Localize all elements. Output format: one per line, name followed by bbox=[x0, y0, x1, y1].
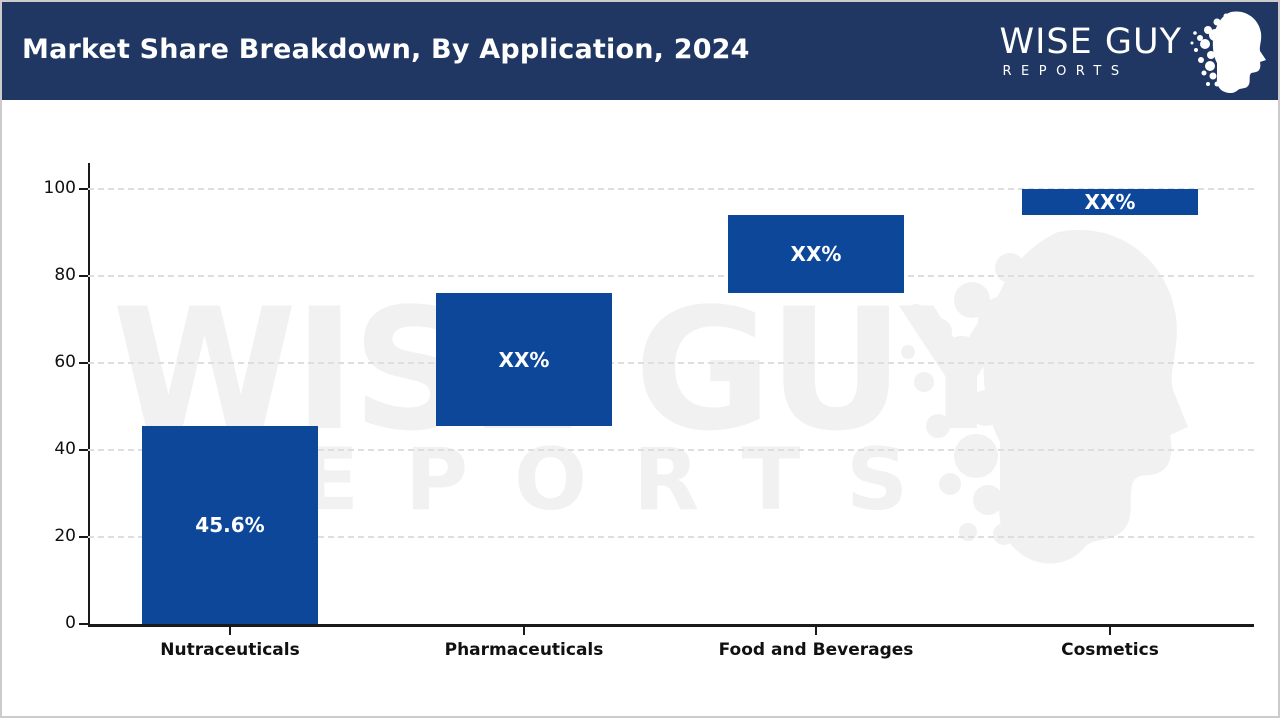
bar-value-label: 45.6% bbox=[195, 512, 265, 537]
bar-value-label: XX% bbox=[790, 242, 842, 267]
y-tick-label: 100 bbox=[43, 178, 76, 198]
header-banner: Market Share Breakdown, By Application, … bbox=[0, 0, 1280, 100]
x-axis-label: Food and Beverages bbox=[718, 640, 914, 660]
bar-nutraceuticals: 45.6% bbox=[142, 425, 318, 624]
x-axis-line bbox=[88, 624, 1254, 627]
bar-value-label: XX% bbox=[1084, 190, 1136, 215]
y-tick-mark bbox=[79, 275, 88, 277]
y-tick-mark bbox=[79, 623, 88, 625]
y-tick-mark bbox=[79, 536, 88, 538]
y-tick-mark bbox=[79, 449, 88, 451]
x-axis-label: Nutraceuticals bbox=[160, 640, 300, 660]
brand-logo-text: WISE GUY REPORTS bbox=[999, 23, 1182, 79]
gridline-60 bbox=[88, 362, 1254, 364]
brand-subname: REPORTS bbox=[1002, 64, 1129, 79]
bar-cosmetics: XX% bbox=[1022, 189, 1198, 216]
y-tick-mark bbox=[79, 188, 88, 190]
y-axis-line bbox=[88, 163, 90, 627]
x-axis-label: Pharmaceuticals bbox=[444, 640, 604, 660]
y-tick-label: 60 bbox=[54, 352, 76, 372]
x-tick-mark bbox=[1109, 627, 1111, 635]
bar-food-and-beverages: XX% bbox=[728, 215, 904, 294]
logo-head-icon bbox=[1190, 11, 1266, 94]
waterfall-chart: 0 20 40 60 80 100 45.6% Nutraceuticals XX% Pharma… bbox=[0, 100, 1280, 720]
gridline-80 bbox=[88, 275, 1254, 277]
brand-logo: WISE GUY REPORTS bbox=[999, 8, 1268, 94]
bar-pharmaceuticals: XX% bbox=[436, 293, 612, 426]
x-axis-label: Cosmetics bbox=[1061, 640, 1159, 660]
gridline-20 bbox=[88, 536, 1254, 538]
page-title: Market Share Breakdown, By Application, … bbox=[22, 34, 750, 65]
y-tick-label: 0 bbox=[65, 613, 76, 633]
watermark-head-icon bbox=[901, 229, 1188, 564]
gridline-40 bbox=[88, 449, 1254, 451]
y-tick-label: 80 bbox=[54, 265, 76, 285]
x-tick-mark bbox=[815, 627, 817, 635]
y-tick-mark bbox=[79, 362, 88, 364]
brand-name: WISE GUY bbox=[999, 22, 1182, 62]
bar-value-label: XX% bbox=[498, 347, 550, 372]
x-tick-mark bbox=[229, 627, 231, 635]
y-tick-label: 40 bbox=[54, 439, 76, 459]
x-tick-mark bbox=[523, 627, 525, 635]
y-tick-label: 20 bbox=[54, 526, 76, 546]
gridline-100 bbox=[88, 188, 1254, 190]
